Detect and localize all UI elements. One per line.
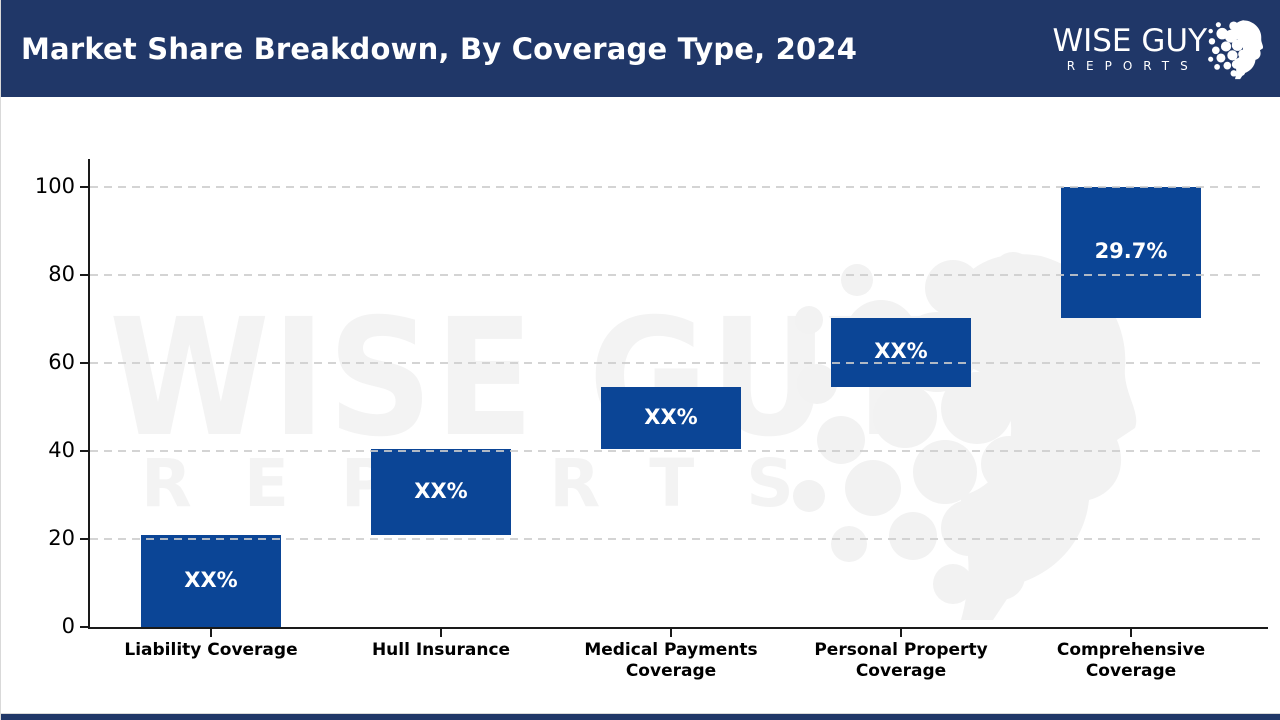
brand-logo: WISE GUY REPORTS [1005,6,1267,92]
y-tick-label: 80 [48,262,75,286]
x-category-label: Medical Payments Coverage [584,640,758,681]
x-category-label: Hull Insurance [371,640,511,660]
gridline-y-20 [90,538,1263,540]
y-tick-label: 60 [48,350,75,374]
header-bar: Market Share Breakdown, By Coverage Type… [1,0,1280,97]
x-tick-mark [670,629,672,637]
gridline-y-100 [90,186,1263,188]
footer-hairline [1,713,1280,714]
y-tick-mark [80,362,89,364]
y-tick-label: 100 [34,174,75,198]
y-axis-line [88,159,90,629]
dotted-head-logo-icon [1208,20,1264,80]
chart-title: Market Share Breakdown, By Coverage Type… [21,31,858,66]
bar-segment[interactable] [141,534,281,627]
x-category-label: Liability Coverage [124,640,298,660]
y-tick-mark [80,450,89,452]
x-tick-mark [900,629,902,637]
bar-value-label: XX% [874,339,928,364]
x-tick-mark [440,629,442,637]
gridline-y-80 [90,274,1263,276]
x-category-label: Comprehensive Coverage [1056,640,1206,681]
x-category-label: Personal Property Coverage [814,640,988,681]
y-tick-mark [80,186,89,188]
brand-wordmark: WISE GUY REPORTS [1052,25,1207,73]
y-tick-mark [80,626,89,628]
brand-subtitle: REPORTS [1066,59,1199,73]
bar-segment[interactable] [601,387,741,449]
chart-plot-area: WISE GUY REPORTS 020406080100XX%Liabilit… [1,97,1280,713]
brand-name: WISE GUY [1052,23,1207,59]
gridline-y-60 [90,362,1263,364]
y-tick-label: 0 [61,614,75,638]
x-tick-mark [210,629,212,637]
bar-segment[interactable] [831,317,971,388]
x-axis-line [88,627,1268,629]
bar-value-label: XX% [184,567,238,592]
bar-value-label: 29.7% [1094,239,1168,264]
y-tick-label: 40 [48,438,75,462]
y-tick-label: 20 [48,526,75,550]
bar-segment[interactable] [1061,187,1201,318]
bar-value-label: XX% [414,478,468,503]
x-tick-mark [1130,629,1132,637]
footer-accent-bar [1,714,1280,720]
y-tick-mark [80,538,89,540]
bar-value-label: XX% [644,405,698,429]
bar-segment[interactable] [371,448,511,535]
gridline-y-40 [90,450,1263,452]
y-tick-mark [80,274,89,276]
